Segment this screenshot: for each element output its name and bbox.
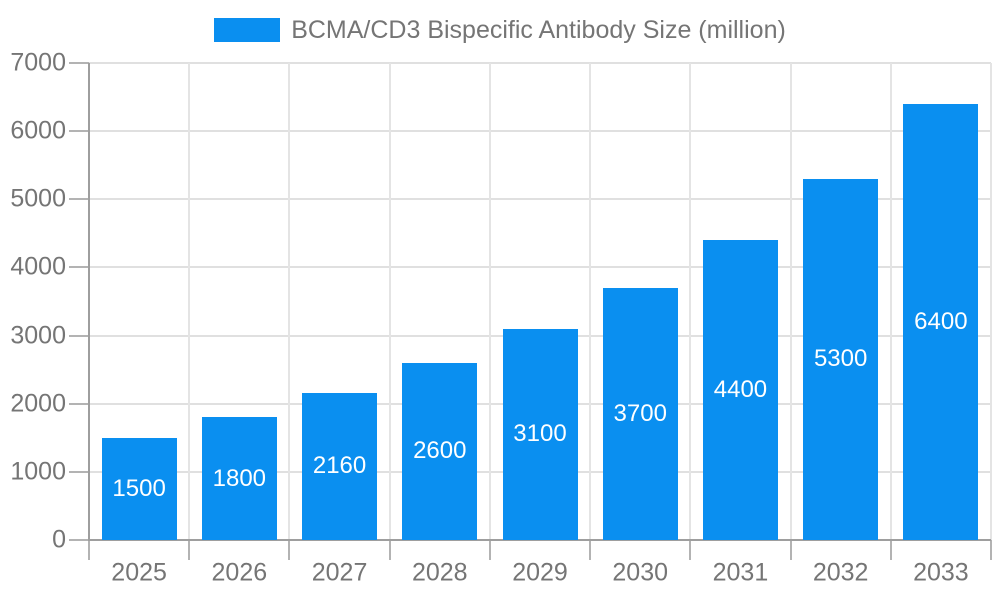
y-axis-tick <box>69 198 89 201</box>
x-axis-tick <box>990 540 992 560</box>
y-axis-tick-label: 3000 <box>10 321 66 350</box>
x-axis-tick <box>188 540 191 560</box>
x-axis-tick <box>288 540 291 560</box>
y-axis-tick <box>69 539 89 541</box>
gridline-vertical <box>889 63 892 540</box>
y-axis-tick <box>69 62 89 64</box>
bar-value-label: 2160 <box>312 452 367 480</box>
y-axis-tick-label: 5000 <box>10 184 66 213</box>
x-axis-category-label: 2026 <box>211 558 268 587</box>
x-axis-category-label: 2027 <box>311 558 368 587</box>
y-axis-tick-label: 2000 <box>10 389 66 418</box>
y-axis-tick-label: 6000 <box>10 116 66 145</box>
y-axis-tick <box>69 402 89 405</box>
bar-value-label: 3100 <box>513 420 567 448</box>
x-axis-line <box>88 539 991 541</box>
gridline-horizontal <box>89 198 991 201</box>
chart-legend: BCMA/CD3 Bispecific Antibody Size (milli… <box>0 16 1000 44</box>
gridline-horizontal <box>89 62 991 64</box>
x-axis-tick <box>889 540 892 560</box>
x-axis-category-label: 2032 <box>812 558 869 587</box>
x-axis-tick <box>88 540 90 560</box>
bar[interactable] <box>302 392 378 540</box>
gridline-vertical <box>188 63 191 540</box>
bar[interactable] <box>101 437 177 540</box>
gridline-horizontal <box>89 266 991 269</box>
gridline-vertical <box>488 63 491 540</box>
legend-label: BCMA/CD3 Bispecific Antibody Size (milli… <box>291 16 786 44</box>
bar[interactable] <box>803 178 879 540</box>
x-axis-category-label: 2025 <box>111 558 167 587</box>
bar-value-label: 1800 <box>212 464 267 492</box>
bar-value-label: 2600 <box>413 437 467 465</box>
x-axis-tick <box>388 540 391 560</box>
gridline-vertical <box>789 63 792 540</box>
x-axis-category-label: 2030 <box>612 558 669 587</box>
y-axis-tick-label: 4000 <box>10 252 66 281</box>
bar-value-label: 4400 <box>713 376 768 404</box>
bar-value-label: 1500 <box>112 474 166 502</box>
gridline-vertical <box>388 63 391 540</box>
gridline-vertical <box>589 63 592 540</box>
bar-value-label: 5300 <box>813 345 868 373</box>
bar[interactable] <box>602 287 678 540</box>
bar[interactable] <box>903 103 979 540</box>
x-axis-tick <box>488 540 491 560</box>
gridline-vertical <box>288 63 291 540</box>
x-axis-tick <box>689 540 692 560</box>
y-axis-tick-label: 7000 <box>10 48 66 77</box>
bar[interactable] <box>502 328 578 540</box>
bar[interactable] <box>402 362 478 540</box>
bar[interactable] <box>702 240 778 540</box>
gridline-horizontal <box>89 130 991 133</box>
y-axis-tick <box>69 470 89 473</box>
x-axis-tick <box>789 540 792 560</box>
legend-swatch <box>214 18 281 42</box>
y-axis-tick <box>69 130 89 133</box>
bar[interactable] <box>201 417 277 540</box>
y-axis-tick-label: 0 <box>52 525 66 554</box>
x-axis-category-label: 2029 <box>512 558 568 587</box>
bar-value-label: 3700 <box>613 399 667 427</box>
y-axis-tick-label: 1000 <box>10 457 66 486</box>
bar-value-label: 6400 <box>914 307 968 335</box>
x-axis-category-label: 2031 <box>712 558 769 587</box>
x-axis-category-label: 2033 <box>913 558 969 587</box>
y-axis-tick <box>69 266 89 269</box>
x-axis-tick <box>589 540 592 560</box>
y-axis-line <box>88 63 90 541</box>
gridline-vertical <box>990 63 992 540</box>
gridline-vertical <box>689 63 692 540</box>
x-axis-category-label: 2028 <box>411 558 468 587</box>
y-axis-tick <box>69 334 89 337</box>
